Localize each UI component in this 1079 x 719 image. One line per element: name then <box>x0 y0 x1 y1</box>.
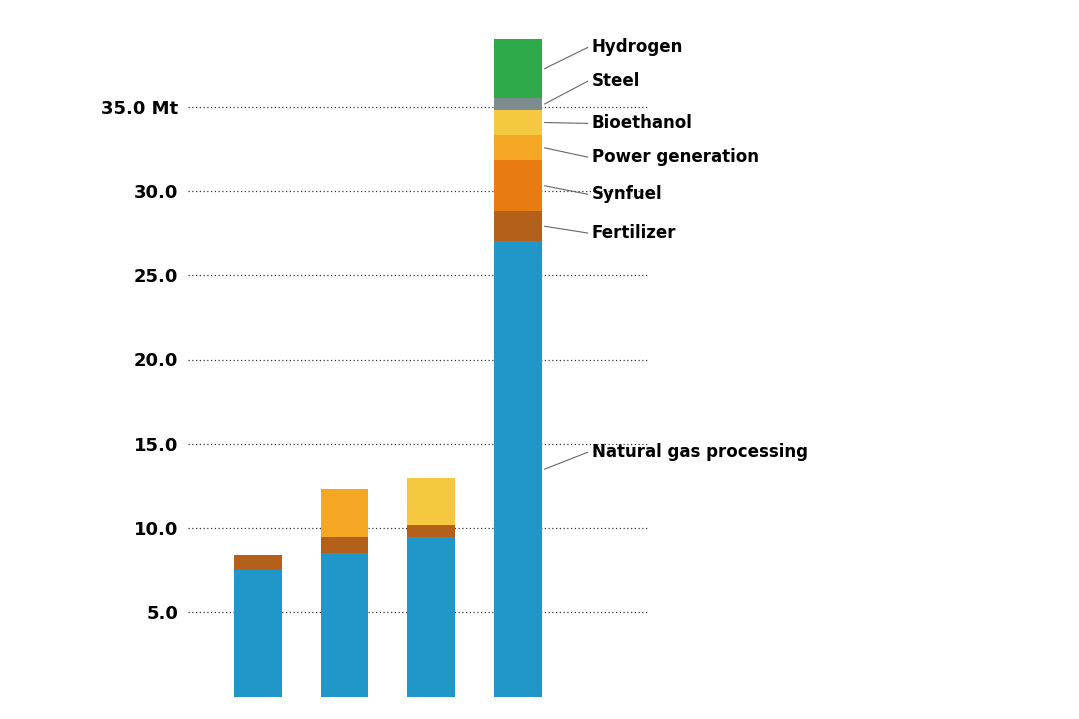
Bar <box>408 525 455 536</box>
Bar <box>494 110 542 135</box>
Bar <box>234 570 282 697</box>
Text: Hydrogen: Hydrogen <box>592 39 683 57</box>
Bar <box>494 242 542 697</box>
Bar <box>320 490 368 536</box>
Bar <box>494 160 542 211</box>
Bar <box>234 555 282 570</box>
Text: Bioethanol: Bioethanol <box>592 114 693 132</box>
Text: Power generation: Power generation <box>592 148 759 166</box>
Bar <box>494 211 542 242</box>
Bar <box>320 536 368 554</box>
Bar <box>494 39 542 98</box>
Bar <box>408 477 455 525</box>
Text: Steel: Steel <box>592 72 640 90</box>
Bar <box>494 135 542 160</box>
Bar <box>408 536 455 697</box>
Text: Natural gas processing: Natural gas processing <box>592 443 808 462</box>
Bar <box>494 98 542 110</box>
Text: Synfuel: Synfuel <box>592 186 663 203</box>
Text: Fertilizer: Fertilizer <box>592 224 677 242</box>
Bar <box>320 554 368 697</box>
